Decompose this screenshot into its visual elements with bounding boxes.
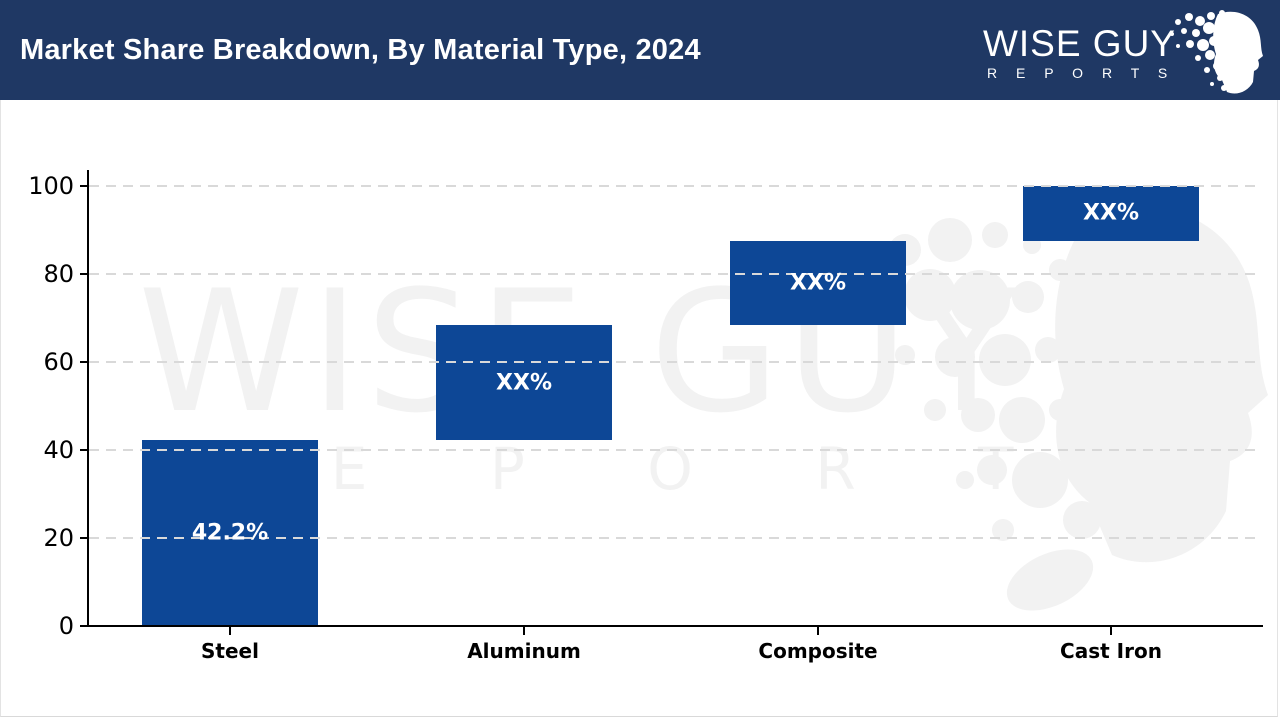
x-axis-line [87,625,1263,627]
wiseguy-head-icon [1170,10,1263,94]
x-tick-label-steel: Steel [201,639,259,663]
y-tick-label-80: 80 [43,260,74,288]
bar-label-composite: XX% [790,270,846,296]
y-tick-60 [80,361,88,363]
y-tick-label-40: 40 [43,436,74,464]
y-tick-20 [80,537,88,539]
y-tick-label-0: 0 [58,612,74,640]
gridline-20 [89,537,1262,539]
bar-label-cast-iron: XX% [1083,200,1139,226]
header-bar: Market Share Breakdown, By Material Type… [0,0,1280,100]
y-tick-label-60: 60 [43,348,74,376]
bar-label-steel: 42.2% [191,520,269,546]
bar-cast-iron [1023,186,1199,241]
y-tick-label-100: 100 [28,172,74,200]
x-tick-label-cast-iron: Cast Iron [1060,639,1162,663]
bar-label-aluminum: XX% [496,370,552,396]
y-tick-100 [80,185,88,187]
wiseguy-logo: WISE GUY R E P O R T S [983,10,1266,94]
logo-wordmark: WISE GUY [982,22,1176,64]
x-tick-steel [229,626,231,635]
page-title: Market Share Breakdown, By Material Type… [20,33,701,66]
y-tick-label-20: 20 [43,524,74,552]
gridline-40 [89,449,1262,451]
watermark-head-icon [874,206,1268,611]
y-tick-80 [80,273,88,275]
bar-composite [730,240,906,326]
logo-subtitle: R E P O R T S [986,64,1175,81]
y-axis-line [87,170,89,626]
x-tick-aluminum [523,626,525,635]
y-tick-0 [80,625,88,627]
x-tick-cast-iron [1110,626,1112,635]
wiseguy-logo-text: WISE GUY R E P O R T S [983,25,1176,80]
x-tick-label-aluminum: Aluminum [467,639,581,663]
gridline-100 [89,185,1262,187]
bar-aluminum [436,325,612,441]
gridline-80 [89,273,1262,275]
x-tick-composite [817,626,819,635]
gridline-60 [89,361,1262,363]
x-tick-label-composite: Composite [758,639,878,663]
bar-steel [142,440,318,626]
y-tick-40 [80,449,88,451]
